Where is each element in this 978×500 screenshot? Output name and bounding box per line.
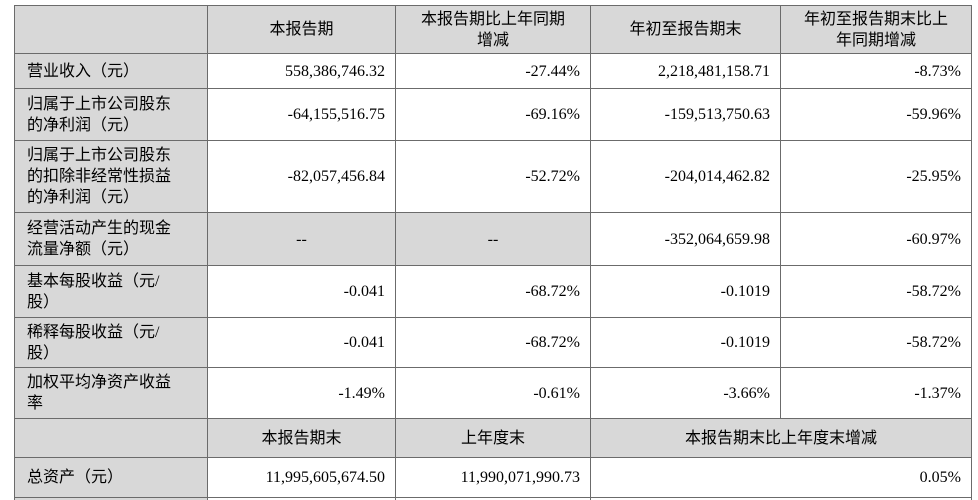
value-cell-ytd-yoy-change: -60.97% [780,212,972,266]
section1-header-row: 本报告期 本报告期比上年同期 增减 年初至报告期末 年初至报告期末比上 年同期增… [14,5,972,54]
value-cell-yoy-change: -- [395,212,591,266]
row-label: 归属于上市公司股东 的净利润（元） [14,88,208,141]
value-cell-current-period: -- [207,212,396,266]
value-cell-current-period: -64,155,516.75 [207,88,396,141]
value-cell-ytd: 2,218,481,158.71 [590,53,781,89]
value-cell-yoy-change: -27.44% [395,53,591,89]
row-weighted-avg-roe: 加权平均净资产收益 率 -1.49% -0.61% -3.66% -1.37% [14,367,972,419]
col-header-ytd-yoy-change: 年初至报告期末比上 年同期增减 [780,5,972,54]
row-label: 稀释每股收益（元/ 股） [14,317,208,368]
value-cell-ytd: -0.1019 [590,265,781,318]
value-cell-current-period: -1.49% [207,367,396,419]
row-label: 基本每股收益（元/ 股） [14,265,208,318]
row-total-assets: 总资产（元） 11,995,605,674.50 11,990,071,990.… [14,457,972,498]
corner-blank-cell [14,418,208,458]
col-header-end-vs-prior-change: 本报告期末比上年度末增减 [590,418,972,458]
row-diluted-eps: 稀释每股收益（元/ 股） -0.041 -68.72% -0.1019 -58.… [14,317,972,368]
value-cell-ytd-yoy-change: -8.73% [780,53,972,89]
row-operating-cash-flow: 经营活动产生的现金 流量净额（元） -- -- -352,064,659.98 … [14,212,972,266]
row-basic-eps: 基本每股收益（元/ 股） -0.041 -68.72% -0.1019 -58.… [14,265,972,318]
row-net-profit-excl-nonrecurring: 归属于上市公司股东 的扣除非经常性损益 的净利润（元） -82,057,456.… [14,140,972,213]
value-cell-current-period: -0.041 [207,317,396,368]
row-net-profit-attributable: 归属于上市公司股东 的净利润（元） -64,155,516.75 -69.16%… [14,88,972,141]
col-header-prior-year-end: 上年度末 [395,418,591,458]
value-cell-ytd: -204,014,462.82 [590,140,781,213]
value-cell-ytd-yoy-change: -58.72% [780,317,972,368]
row-label: 归属于上市公司股东 的扣除非经常性损益 的净利润（元） [14,140,208,213]
row-label: 营业收入（元） [14,53,208,89]
value-cell-current-period: -82,057,456.84 [207,140,396,213]
value-cell-current-period: 558,386,746.32 [207,53,396,89]
value-cell-yoy-change: -52.72% [395,140,591,213]
value-cell-yoy-change: -68.72% [395,317,591,368]
value-cell-ytd-yoy-change: -59.96% [780,88,972,141]
section2-header-row: 本报告期末 上年度末 本报告期末比上年度末增减 [14,418,972,458]
row-operating-revenue: 营业收入（元） 558,386,746.32 -27.44% 2,218,481… [14,53,972,89]
value-cell-ytd-yoy-change: -25.95% [780,140,972,213]
value-cell-change: -3.04% [590,497,972,500]
row-label: 经营活动产生的现金 流量净额（元） [14,212,208,266]
row-owners-equity: 归属于上市公司股东 的所有者权益（元） 4,295,754,168.78 4,4… [14,497,972,500]
value-cell-prior-year-end: 11,990,071,990.73 [395,457,591,498]
corner-blank-cell [14,5,208,54]
value-cell-yoy-change: -0.61% [395,367,591,419]
value-cell-yoy-change: -69.16% [395,88,591,141]
row-label: 总资产（元） [14,457,208,498]
col-header-period-end: 本报告期末 [207,418,396,458]
col-header-current-period: 本报告期 [207,5,396,54]
value-cell-current-period: -0.041 [207,265,396,318]
value-cell-ytd-yoy-change: -1.37% [780,367,972,419]
value-cell-ytd: -352,064,659.98 [590,212,781,266]
value-cell-ytd-yoy-change: -58.72% [780,265,972,318]
value-cell-ytd: -159,513,750.63 [590,88,781,141]
value-cell-ytd: -3.66% [590,367,781,419]
value-cell-period-end: 11,995,605,674.50 [207,457,396,498]
value-cell-yoy-change: -68.72% [395,265,591,318]
col-header-yoy-change: 本报告期比上年同期 增减 [395,5,591,54]
row-label: 加权平均净资产收益 率 [14,367,208,419]
value-cell-ytd: -0.1019 [590,317,781,368]
col-header-ytd: 年初至报告期末 [590,5,781,54]
financial-summary-table: 本报告期 本报告期比上年同期 增减 年初至报告期末 年初至报告期末比上 年同期增… [14,5,972,500]
value-cell-change: 0.05% [590,457,972,498]
